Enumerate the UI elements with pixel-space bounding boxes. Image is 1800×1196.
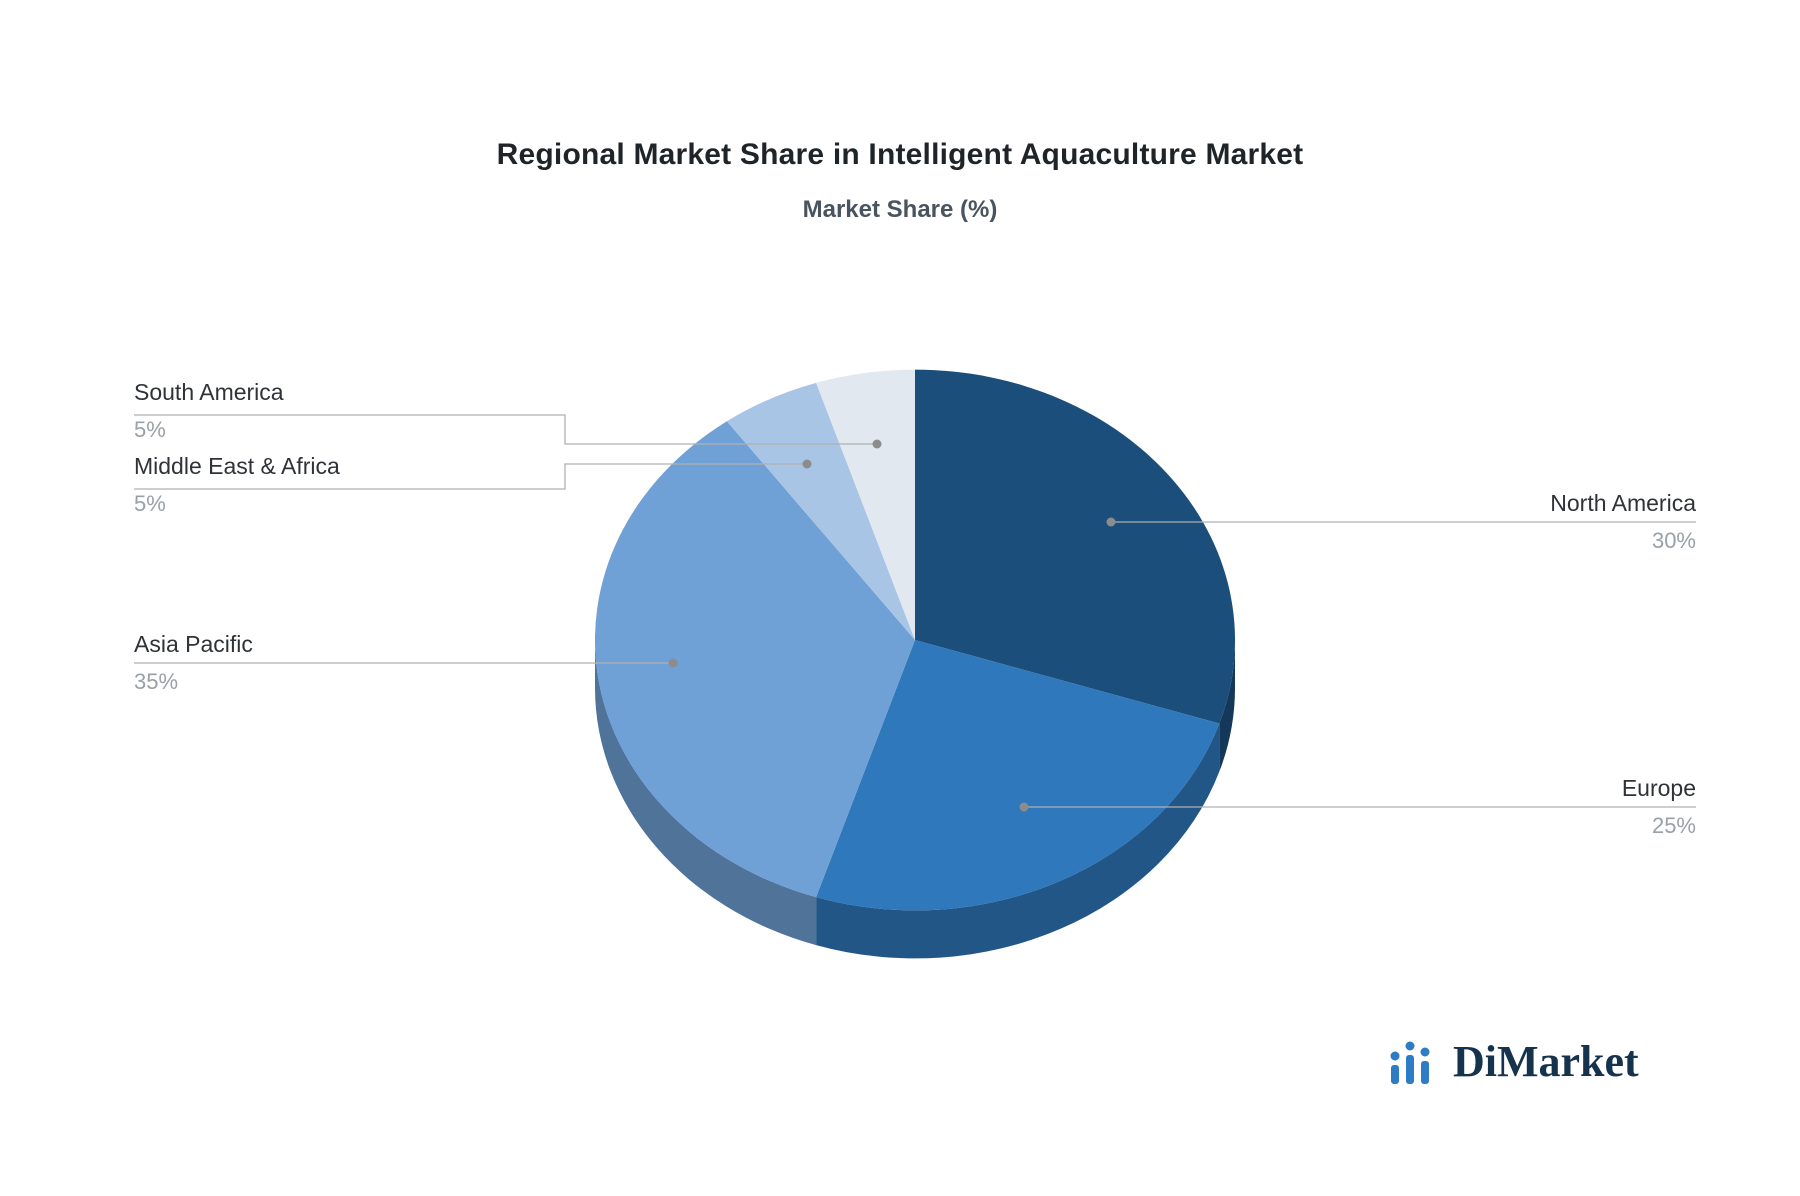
bar-chart-dots-icon [1390, 1041, 1430, 1084]
pie-slice-south-america[interactable] [816, 369, 915, 640]
callout-label: Europe [1621, 775, 1696, 801]
callout-value: 30% [1651, 528, 1696, 553]
callout-label: Middle East & Africa [134, 453, 340, 479]
callout-north-america: North America 30% [1550, 490, 1696, 554]
leader-dot [1106, 517, 1116, 527]
leader-dot [668, 658, 678, 668]
callout-asia-pacific: Asia Pacific 35% [134, 631, 253, 695]
leader-dot [872, 439, 882, 449]
pie-slice-north-america[interactable] [915, 369, 1235, 724]
chart-subtitle: Market Share (%) [802, 196, 998, 223]
callout-label: North America [1550, 490, 1696, 516]
chart-title: Regional Market Share in Intelligent Aqu… [496, 138, 1304, 171]
callout-value: 5% [134, 491, 166, 516]
callout-value: 5% [134, 417, 166, 442]
callout-value: 25% [1651, 813, 1696, 838]
leader-dot [1019, 802, 1029, 812]
callout-label: Asia Pacific [134, 631, 253, 657]
pie-slice-asia-pacific[interactable] [595, 421, 915, 898]
pie-slice-middle-east-africa[interactable] [726, 382, 915, 640]
callout-europe: Europe 25% [1622, 775, 1696, 839]
callout-value: 35% [134, 669, 179, 694]
callout-middle-east-africa: Middle East & Africa 5% [134, 453, 340, 517]
callout-south-america: South America 5% [134, 379, 284, 443]
leader-dot [802, 459, 812, 469]
leader-line [134, 463, 807, 490]
logo-text: DiMarket [1453, 1037, 1639, 1086]
pie-slice-side-asia-pacific [595, 640, 817, 946]
callout-label: South America [134, 379, 284, 405]
leader-line [134, 414, 877, 445]
pie-slice-side-north-america [1219, 640, 1235, 772]
pie-slice-side-europe [816, 723, 1220, 959]
pie-slice-europe[interactable] [816, 640, 1220, 911]
dimarket-logo: DiMarket [1385, 1038, 1639, 1086]
